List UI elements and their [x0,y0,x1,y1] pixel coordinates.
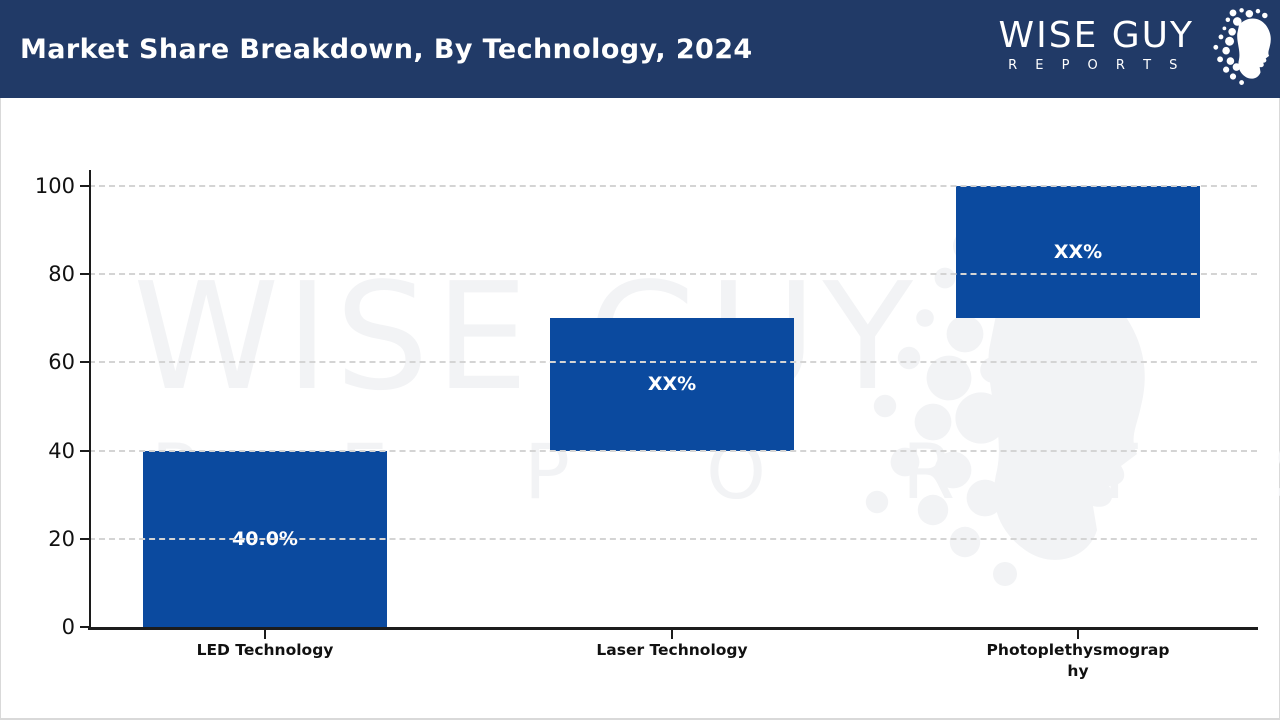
y-axis-spine [89,170,91,627]
x-tick-1 [671,630,673,639]
bar-value-label-2: XX% [1053,241,1103,264]
x-category-label-2: Photoplethysmograp hy [986,641,1170,680]
y-tick-40 [80,449,89,452]
y-tick-label-100: 100 [34,174,75,198]
y-tick-label-20: 20 [48,526,75,551]
y-tick-label-40: 40 [48,438,75,463]
brand-head-icon [1213,8,1271,85]
brand-subtitle: R E P O R T S [1008,58,1185,73]
y-tick-label-80: 80 [48,262,75,287]
x-axis-spine [88,627,1258,630]
gridline-80 [89,273,1257,276]
brand-logo: WISE GUY R E P O R T S [999,16,1195,75]
x-category-label-0: LED Technology [196,641,334,659]
y-tick-60 [80,361,89,364]
brand-name: WISE GUY [998,15,1194,56]
y-tick-20 [80,537,89,540]
x-tick-2 [1077,630,1079,639]
y-tick-label-60: 60 [48,350,75,375]
header: Market Share Breakdown, By Technology, 2… [0,0,1280,98]
x-tick-0 [264,630,266,639]
bar-1 [550,318,794,451]
y-tick-0 [80,626,89,628]
gridline-100 [89,185,1257,187]
page-title: Market Share Breakdown, By Technology, 2… [20,33,753,65]
gridline-40 [89,449,1257,452]
y-tick-100 [80,185,89,187]
y-tick-label-0: 0 [61,615,75,639]
y-tick-80 [80,273,89,276]
gridline-20 [89,537,1257,540]
bar-value-label-1: XX% [647,373,697,396]
x-category-label-1: Laser Technology [596,641,748,659]
bar-2 [956,186,1200,319]
gridline-60 [89,361,1257,364]
